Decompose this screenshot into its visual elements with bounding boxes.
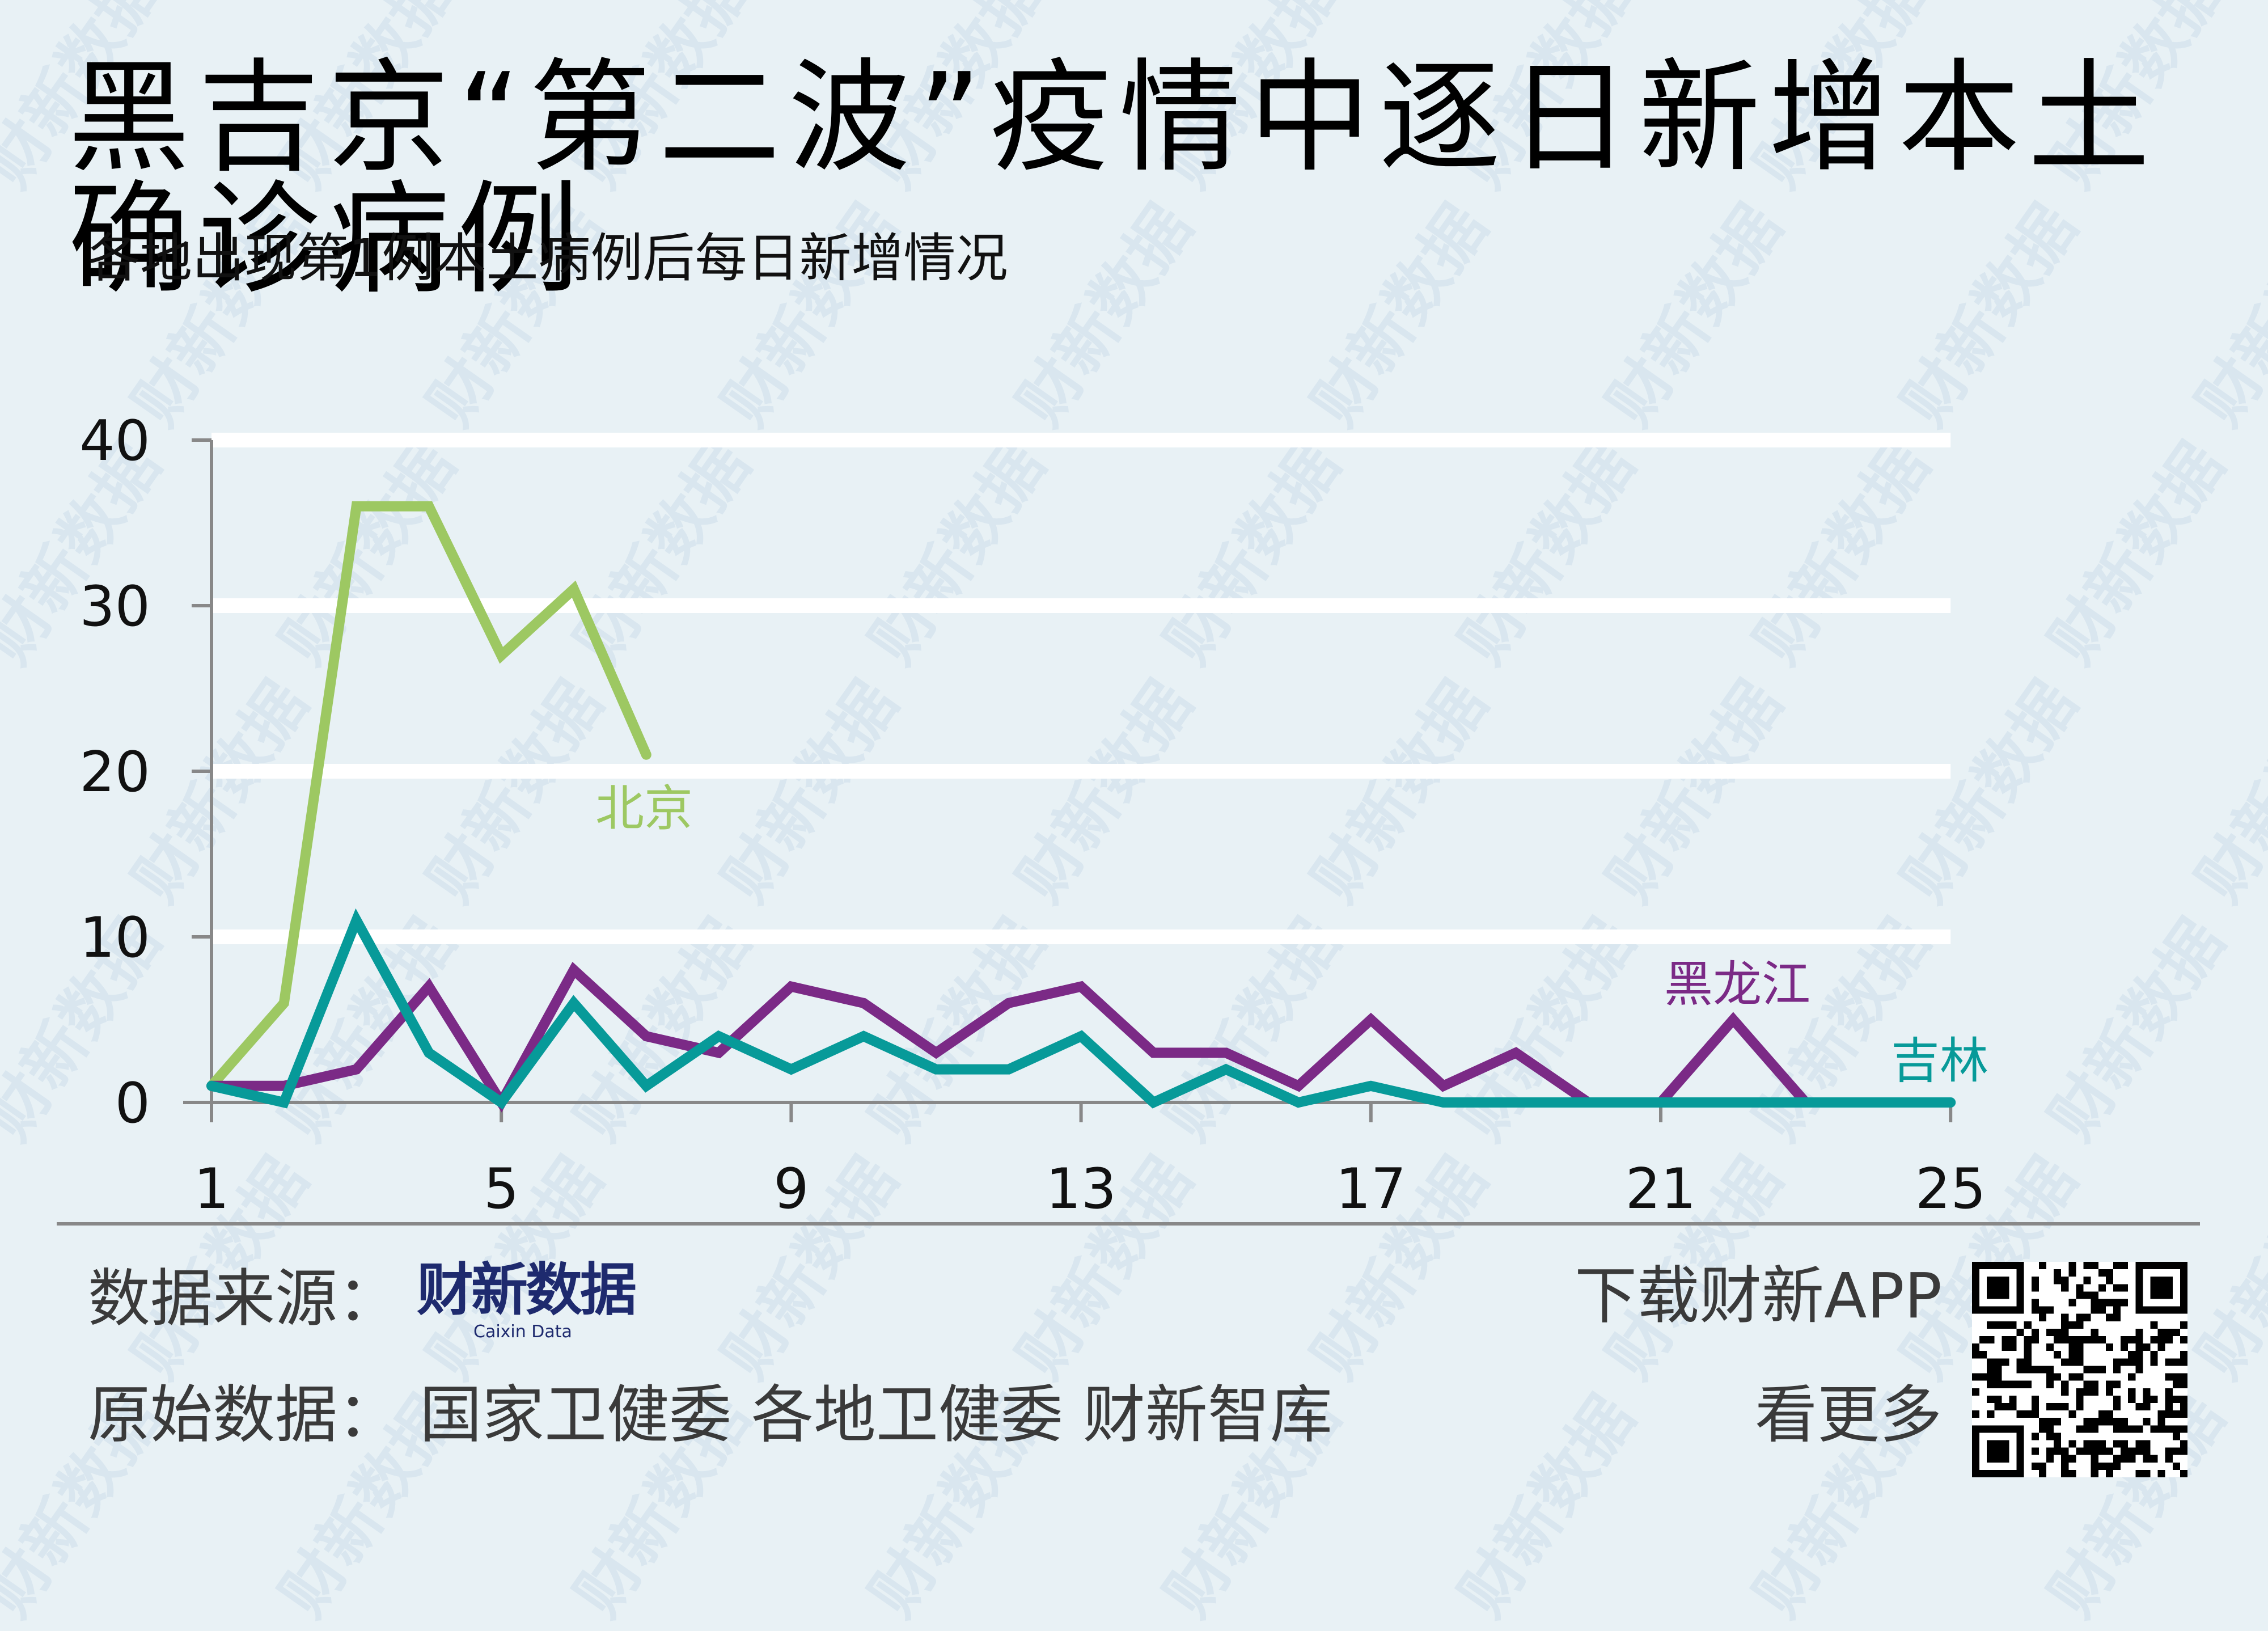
chart-subtitle: 各地出现第1例本土病例后每日新增情况 xyxy=(88,228,1008,289)
see-more-text: 看更多 xyxy=(1755,1379,1942,1451)
x-tick-label: 9 xyxy=(773,1157,809,1222)
y-tick-label: 40 xyxy=(79,409,150,474)
x-tick-label: 25 xyxy=(1915,1157,1986,1222)
raw-data-source: 原始数据： 国家卫健委 各地卫健委 财新智库 xyxy=(88,1379,1332,1451)
qr-code-icon[interactable] xyxy=(1972,1262,2187,1477)
x-tick-label: 17 xyxy=(1335,1157,1406,1222)
y-tick-label: 30 xyxy=(79,574,150,639)
gridlines xyxy=(211,433,1951,944)
series-label-beijing: 北京 xyxy=(595,780,693,837)
page-title: 黑吉京“第二波”疫情中逐日新增本土确诊病例 xyxy=(68,47,2158,311)
x-tick-label: 5 xyxy=(484,1157,519,1222)
x-tick-label: 13 xyxy=(1046,1157,1116,1222)
series-lines xyxy=(206,501,1956,1113)
series-label-heilongjiang: 黑龙江 xyxy=(1664,956,1810,1013)
caixin-data-logo: 财新数据 Caixin Data xyxy=(417,1257,637,1342)
footer-divider xyxy=(57,1222,2200,1226)
y-tick-label: 0 xyxy=(115,1071,150,1136)
x-tick-label: 1 xyxy=(194,1157,229,1222)
logo-text: 财新数据 xyxy=(417,1257,637,1323)
line-chart: 0 10 20 30 40 1 5 9 13 17 21 25 北京 黑龙江 吉林 xyxy=(79,409,1988,1222)
series-label-jilin: 吉林 xyxy=(1891,1033,1988,1089)
download-app-text: 下载财新APP xyxy=(1575,1260,1942,1332)
series-line-heilongjiang xyxy=(206,962,1811,1113)
y-axis-labels: 0 10 20 30 40 xyxy=(79,409,150,1136)
y-tick-label: 10 xyxy=(79,906,150,970)
series-line-jilin xyxy=(206,908,1956,1110)
x-axis-labels: 1 5 9 13 17 21 25 xyxy=(194,1157,1986,1222)
x-tick-label: 21 xyxy=(1626,1157,1696,1222)
series-line-beijing xyxy=(206,501,651,1091)
data-source-label: 数据来源： xyxy=(88,1262,400,1335)
logo-subtext: Caixin Data xyxy=(473,1322,572,1342)
y-tick-label: 20 xyxy=(79,740,150,805)
